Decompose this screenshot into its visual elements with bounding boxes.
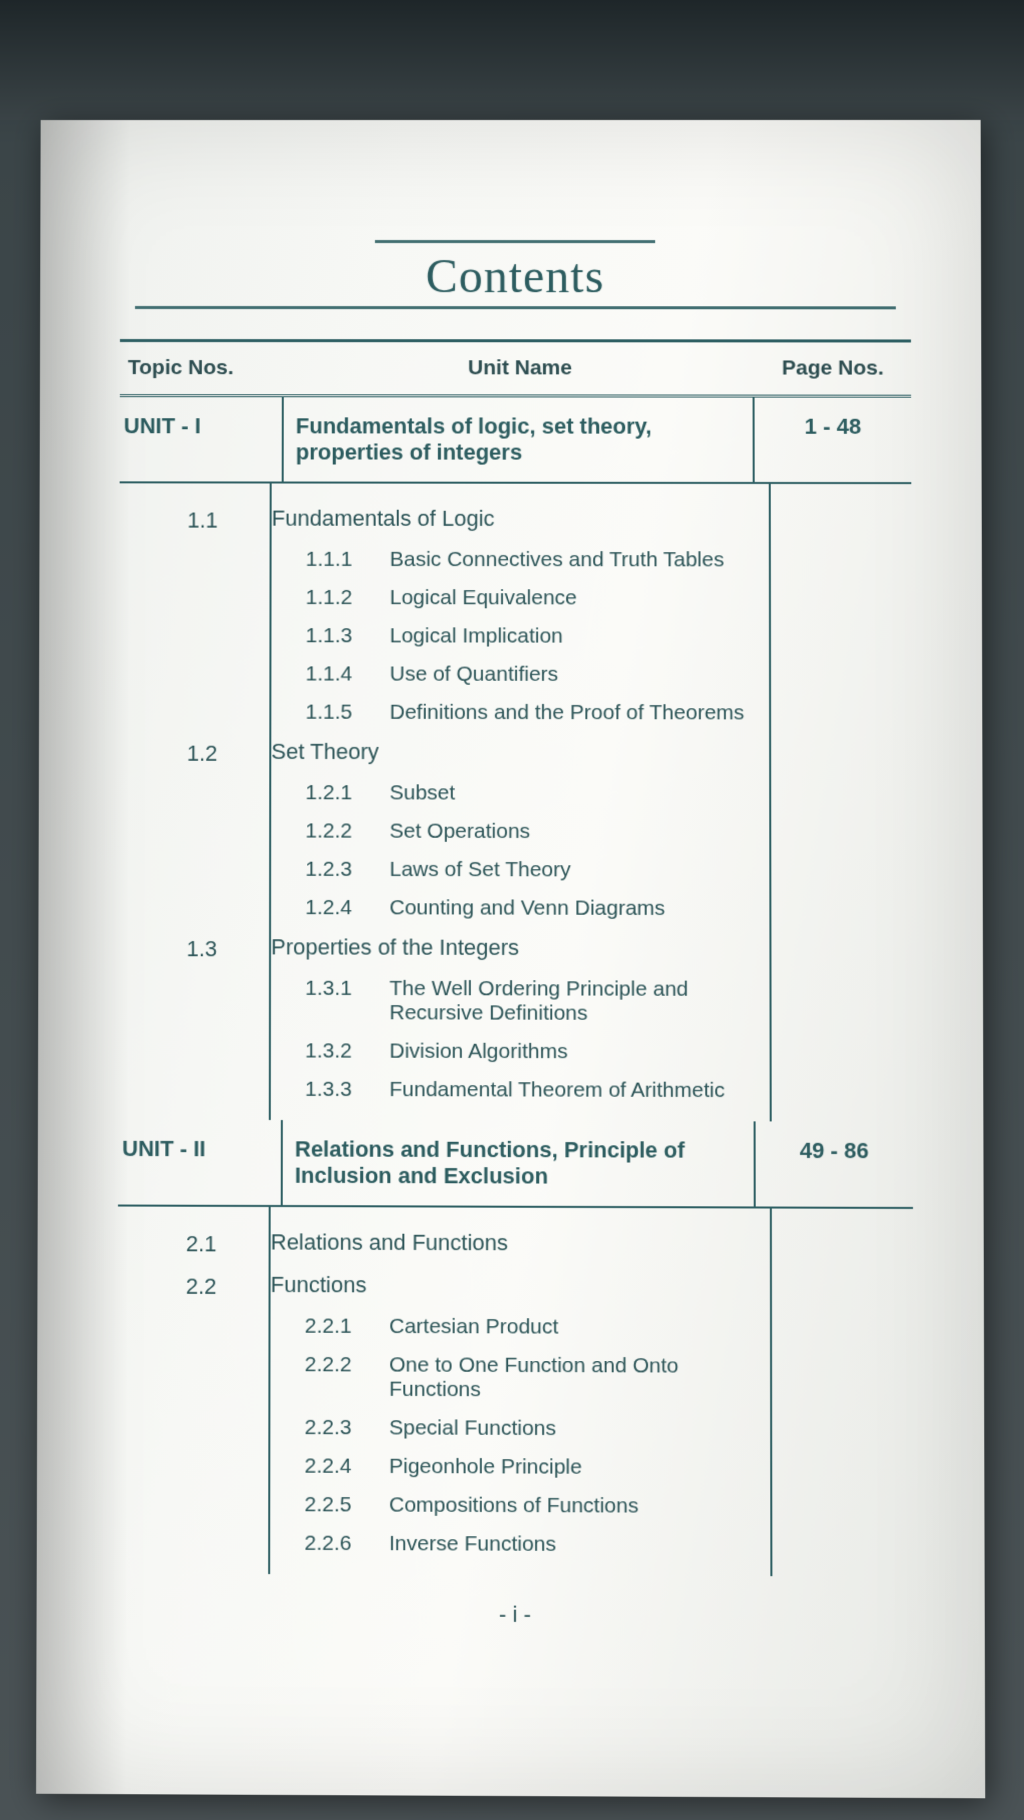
book-page: Contents Topic Nos. Unit Name Page Nos. …: [36, 120, 985, 1798]
section-row: 2.1Relations and Functions: [283, 1229, 770, 1259]
subsection-number: 1.1.4: [305, 662, 389, 686]
subsection-number: 1.3.2: [305, 1039, 389, 1063]
section-row: 1.1Fundamentals of Logic: [284, 506, 769, 535]
subsection-number: 2.2.3: [305, 1416, 390, 1441]
section-title: Relations and Functions: [271, 1229, 508, 1258]
section-title: Set Theory: [271, 739, 379, 767]
subsection-number: 1.2.1: [305, 781, 389, 805]
unit-id: UNIT - II: [118, 1120, 283, 1205]
subsection-title: Basic Connectives and Truth Tables: [390, 548, 769, 573]
subsection-number: 1.1.1: [306, 548, 390, 572]
section-title: Functions: [271, 1272, 367, 1301]
title-overline: [375, 240, 655, 243]
table-header-row: Topic Nos. Unit Name Page Nos.: [120, 339, 911, 398]
topic-col: [118, 483, 271, 1120]
subsection-title: Pigeonhole Principle: [389, 1455, 770, 1481]
subsection-title: Counting and Venn Diagrams: [389, 896, 769, 921]
subsection-title: Special Functions: [389, 1416, 770, 1442]
subsection-number: 2.2.6: [304, 1532, 389, 1557]
section-number: 1.1: [134, 505, 272, 533]
unit-id: UNIT - I: [120, 397, 284, 481]
subsection-number: 1.1.5: [305, 701, 389, 725]
page-title: Contents: [120, 249, 911, 304]
photo-backdrop: Contents Topic Nos. Unit Name Page Nos. …: [0, 0, 1024, 1820]
subsection-row: 1.3.1The Well Ordering Principle and Rec…: [283, 977, 770, 1027]
unit-body: 1.1Fundamentals of Logic 1.1.1Basic Conne…: [118, 483, 913, 1121]
desk-edge-shadow: [0, 0, 1024, 120]
topic-col: [117, 1207, 271, 1575]
section-row: 1.3Properties of the Integers: [283, 934, 769, 963]
section-number: 2.1: [132, 1229, 271, 1258]
subsection-row: 1.3.3Fundamental Theorem of Arithmetic: [283, 1078, 770, 1104]
subsection-row: 2.2.6Inverse Functions: [282, 1531, 770, 1557]
subsection-row: 1.2.3Laws of Set Theory: [283, 858, 769, 883]
subsection-title: Division Algorithms: [389, 1039, 769, 1064]
subsection-row: 2.2.4Pigeonhole Principle: [282, 1454, 770, 1480]
unit-body: 2.1Relations and Functions2.2Functions2.…: [117, 1207, 914, 1577]
subsection-title: Compositions of Functions: [389, 1493, 770, 1519]
subsection-title: Fundamental Theorem of Arithmetic: [389, 1078, 769, 1103]
subsection-row: 1.3.2Division Algorithms: [283, 1039, 770, 1065]
section-title: Properties of the Integers: [271, 934, 519, 963]
subsection-title: Cartesian Product: [389, 1315, 770, 1341]
subsection-title: Set Operations: [390, 820, 770, 845]
unit-title: Fundamentals of logic, set theory, prope…: [284, 397, 755, 482]
section-number: 1.3: [133, 934, 271, 963]
subsection-title: Laws of Set Theory: [390, 858, 770, 883]
title-block: Contents: [120, 240, 911, 309]
subsection-number: 2.2.5: [304, 1493, 389, 1518]
footer-roman-page: - i -: [117, 1600, 914, 1630]
subsection-row: 1.1.3Logical Implication: [283, 624, 769, 649]
subsection-row: 1.2.4Counting and Venn Diagrams: [283, 896, 769, 921]
page-col: [772, 1209, 914, 1577]
header-page-nos: Page Nos.: [754, 342, 911, 394]
subsection-title: Use of Quantifiers: [390, 662, 769, 687]
subsection-row: 2.2.2One to One Function and Onto Functi…: [282, 1353, 770, 1403]
subsection-number: 2.2.2: [305, 1353, 390, 1402]
subsection-title: Definitions and the Proof of Theorems: [390, 701, 769, 726]
page-col: [771, 484, 913, 1122]
subsection-number: 1.2.3: [305, 858, 389, 882]
subsection-number: 1.3.3: [305, 1078, 389, 1102]
subsection-number: 1.1.2: [306, 586, 390, 610]
subsection-row: 2.2.3Special Functions: [282, 1416, 770, 1442]
unit-pages: 1 - 48: [755, 398, 912, 483]
subsection-row: 1.2.1Subset: [283, 781, 769, 806]
subsection-row: 1.1.4Use of Quantifiers: [283, 662, 769, 687]
unit-title: Relations and Functions, Principle of In…: [283, 1120, 756, 1206]
subsection-title: The Well Ordering Principle and Recursiv…: [389, 977, 769, 1026]
title-underline: [135, 306, 896, 309]
subsection-title: Inverse Functions: [389, 1532, 770, 1558]
section-row: 2.2Functions: [283, 1272, 770, 1302]
subsection-number: 2.2.1: [305, 1314, 390, 1339]
header-topic-nos: Topic Nos.: [120, 342, 286, 394]
subsection-title: Logical Implication: [390, 624, 769, 649]
subsection-row: 1.1.5Definitions and the Proof of Theore…: [283, 701, 769, 726]
subsection-number: 1.2.2: [305, 819, 389, 843]
header-unit-name: Unit Name: [286, 342, 755, 394]
subsection-row: 1.1.1Basic Connectives and Truth Tables: [284, 548, 769, 573]
subsection-row: 2.2.5Compositions of Functions: [282, 1493, 770, 1519]
subsection-row: 1.1.2Logical Equivalence: [284, 586, 769, 611]
subsection-title: One to One Function and Onto Functions: [389, 1353, 770, 1403]
subsection-number: 2.2.4: [305, 1454, 390, 1479]
subsection-number: 1.1.3: [305, 624, 389, 648]
subsection-number: 1.2.4: [305, 896, 389, 920]
section-number: 1.2: [133, 739, 271, 767]
section-row: 1.2Set Theory: [283, 739, 769, 768]
subsection-title: Subset: [390, 781, 770, 806]
section-title: Fundamentals of Logic: [272, 506, 495, 534]
name-col: 1.1Fundamentals of Logic 1.1.1Basic Conne…: [271, 484, 772, 1122]
unit-row: UNIT - IFundamentals of logic, set theor…: [120, 397, 912, 484]
subsection-number: 1.3.1: [305, 977, 389, 1026]
contents-body: UNIT - IFundamentals of logic, set theor…: [117, 397, 914, 1577]
unit-pages: 49 - 86: [756, 1121, 913, 1207]
unit-row: UNIT - IIRelations and Functions, Princi…: [118, 1120, 913, 1209]
subsection-title: Logical Equivalence: [390, 586, 769, 611]
section-number: 2.2: [132, 1271, 271, 1300]
name-col: 2.1Relations and Functions 2.2Functions 2.…: [270, 1207, 772, 1576]
subsection-row: 1.2.2Set Operations: [283, 819, 769, 844]
subsection-row: 2.2.1Cartesian Product: [283, 1314, 770, 1340]
